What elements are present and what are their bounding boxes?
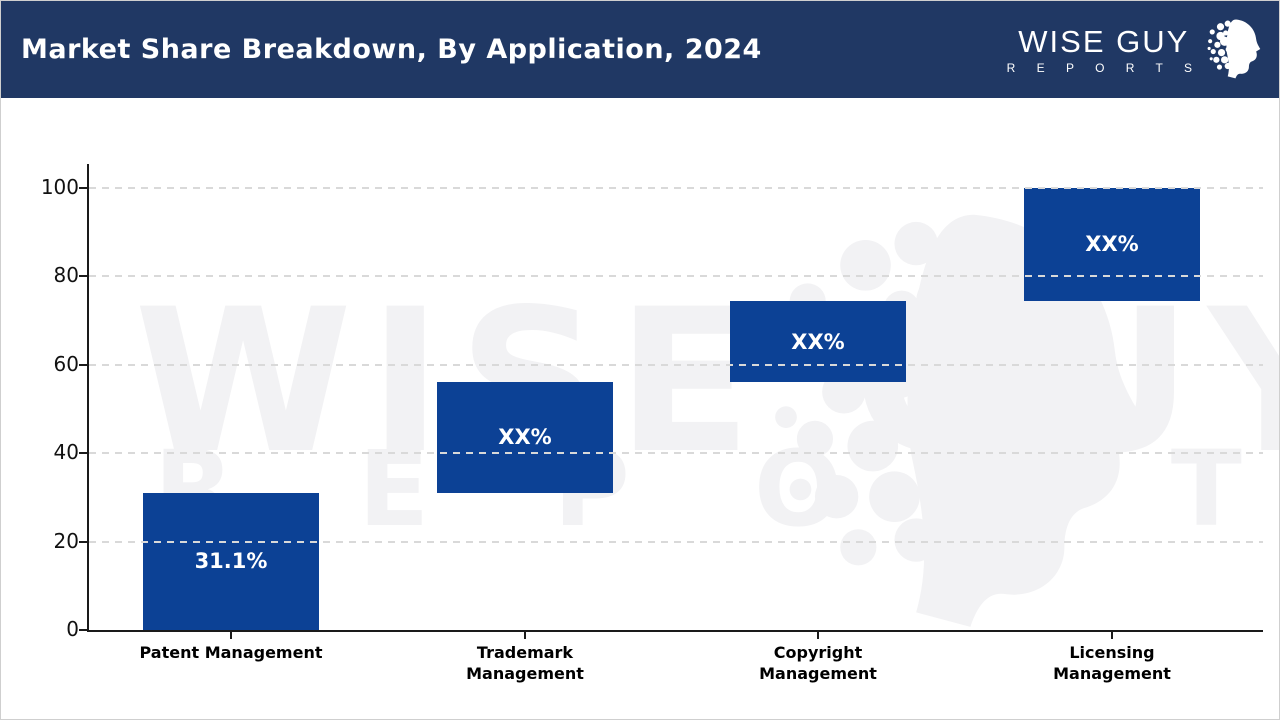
y-tick-mark-0	[79, 629, 88, 631]
y-tick-label-100: 100	[40, 175, 79, 199]
y-tick-label-60: 60	[53, 351, 79, 376]
x-tick-mark-2	[817, 632, 819, 639]
x-axis-line	[87, 630, 1263, 632]
bar-value-label: XX%	[1085, 232, 1139, 257]
y-tick-mark-60	[79, 363, 88, 366]
bar-trademark-management: XX%	[437, 382, 613, 493]
gridline-20	[89, 540, 1263, 543]
x-category-label-3: Licensing Management	[1053, 643, 1171, 683]
brand-head-icon	[1207, 19, 1261, 78]
x-tick-mark-1	[524, 632, 526, 639]
y-tick-label-20: 20	[53, 528, 79, 553]
y-tick-mark-40	[79, 452, 88, 455]
header-bar: Market Share Breakdown, By Application, …	[1, 1, 1279, 98]
y-tick-label-0: 0	[66, 617, 79, 641]
y-tick-mark-80	[79, 275, 88, 278]
brand-name: WISE GUY	[1018, 23, 1190, 59]
x-category-label-1: Trademark Management	[466, 643, 584, 683]
brand-logo-text: WISE GUY R E P O R T S	[1006, 23, 1201, 75]
y-tick-label-40: 40	[53, 440, 79, 465]
bar-patent-management: 31.1%	[143, 492, 319, 630]
bar-value-label: XX%	[498, 425, 552, 450]
gridline-40	[89, 452, 1263, 455]
y-tick-mark-100	[79, 187, 88, 189]
chart-title: Market Share Breakdown, By Application, …	[21, 34, 762, 65]
brand-subname: R E P O R T S	[1006, 60, 1201, 75]
watermark-layer: WISE GUY R E P O R T S	[2, 98, 1279, 629]
bar-value-label: 31.1%	[194, 549, 268, 574]
brand-logo: WISE GUY R E P O R T S	[1007, 14, 1267, 86]
bar-value-label: XX%	[791, 329, 845, 354]
y-tick-label-80: 80	[53, 263, 79, 288]
x-category-label-2: Copyright Management	[759, 643, 877, 683]
x-tick-mark-0	[230, 632, 232, 639]
bar-copyright-management: XX%	[730, 301, 906, 383]
gridline-60	[89, 363, 1263, 366]
gridline-100	[89, 187, 1263, 189]
bar-licensing-management: XX%	[1024, 188, 1200, 301]
gridline-80	[89, 275, 1263, 278]
x-tick-mark-3	[1111, 632, 1113, 639]
y-tick-mark-20	[79, 540, 88, 543]
y-axis-line	[87, 164, 89, 632]
x-category-label-0: Patent Management	[139, 643, 323, 662]
